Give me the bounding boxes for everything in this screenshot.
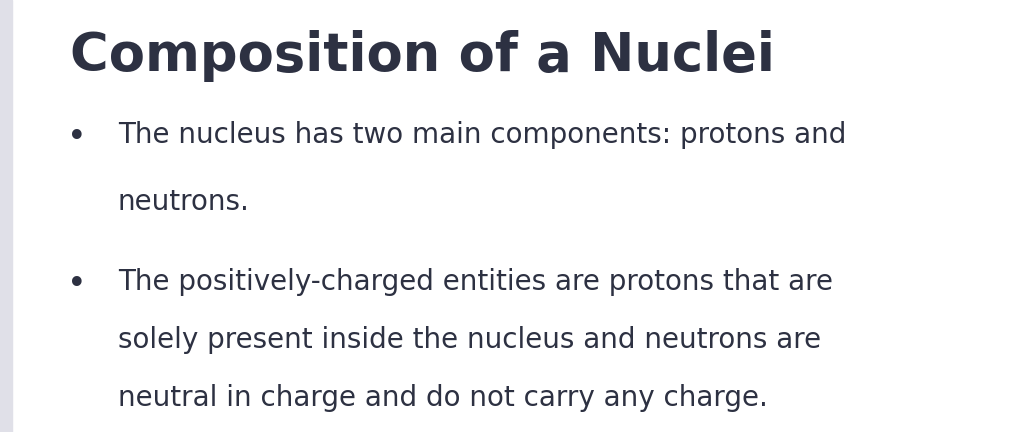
Text: neutrons.: neutrons. bbox=[118, 188, 250, 216]
Text: •: • bbox=[67, 121, 87, 154]
Text: •: • bbox=[67, 268, 87, 301]
Text: The positively-charged entities are protons that are: The positively-charged entities are prot… bbox=[118, 268, 833, 296]
Bar bbox=[0, 0, 12, 432]
Text: neutral in charge and do not carry any charge.: neutral in charge and do not carry any c… bbox=[118, 384, 768, 413]
Text: The nucleus has two main components: protons and: The nucleus has two main components: pro… bbox=[118, 121, 846, 149]
Text: Composition of a Nuclei: Composition of a Nuclei bbox=[70, 30, 774, 82]
Text: solely present inside the nucleus and neutrons are: solely present inside the nucleus and ne… bbox=[118, 326, 821, 354]
